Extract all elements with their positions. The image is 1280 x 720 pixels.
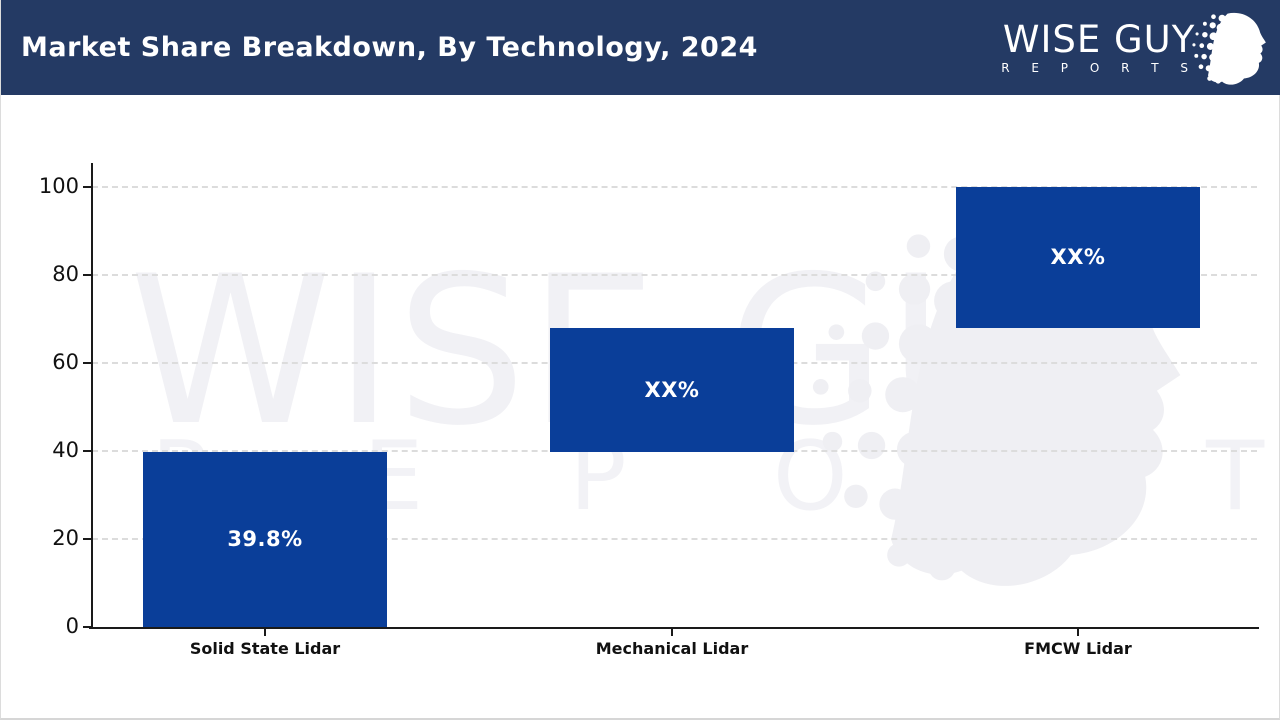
x-axis-tick — [264, 629, 266, 636]
y-tick-label: 100 — [38, 174, 79, 198]
brand-reports-text: R E P O R T S — [1001, 60, 1197, 75]
dashed-gridline — [92, 538, 1257, 540]
x-axis-line — [89, 627, 1259, 629]
brand-wordmark: WISE GUY — [1002, 17, 1196, 61]
x-axis-tick — [671, 629, 673, 636]
y-axis-line — [91, 163, 93, 629]
x-tick-label: FMCW Lidar — [1024, 639, 1132, 658]
y-axis-tick — [83, 538, 91, 540]
page-title: Market Share Breakdown, By Technology, 2… — [21, 32, 758, 63]
y-tick-label: 40 — [52, 438, 79, 462]
y-axis-tick — [83, 274, 91, 276]
bar-segment: 39.8% — [143, 451, 387, 627]
y-tick-label: 60 — [52, 350, 79, 374]
brand-face-icon — [1192, 12, 1266, 85]
y-axis-tick — [83, 450, 91, 452]
x-axis-tick — [1077, 629, 1079, 636]
bar-value-label: XX% — [644, 377, 700, 402]
brand-logo: WISE GUY R E P O R T S — [1001, 7, 1269, 89]
dashed-gridline — [92, 186, 1257, 188]
bar-value-label: 39.8% — [227, 527, 303, 552]
x-tick-label: Solid State Lidar — [189, 639, 341, 658]
y-tick-label: 20 — [52, 526, 79, 550]
y-axis-tick — [83, 626, 91, 628]
dashed-gridline — [92, 274, 1257, 276]
y-tick-label: 80 — [52, 262, 79, 286]
x-tick-label: Mechanical Lidar — [595, 639, 749, 658]
bar-segment: XX% — [550, 327, 794, 452]
y-tick-label: 0 — [65, 614, 79, 638]
header-bar: Market Share Breakdown, By Technology, 2… — [1, 0, 1280, 95]
brand-logo-text: WISE GUY R E P O R T S — [1001, 21, 1197, 75]
bar-segment: XX% — [956, 187, 1200, 328]
bar-value-label: XX% — [1050, 245, 1106, 270]
y-axis-tick — [83, 362, 91, 364]
y-axis-tick — [83, 186, 91, 188]
